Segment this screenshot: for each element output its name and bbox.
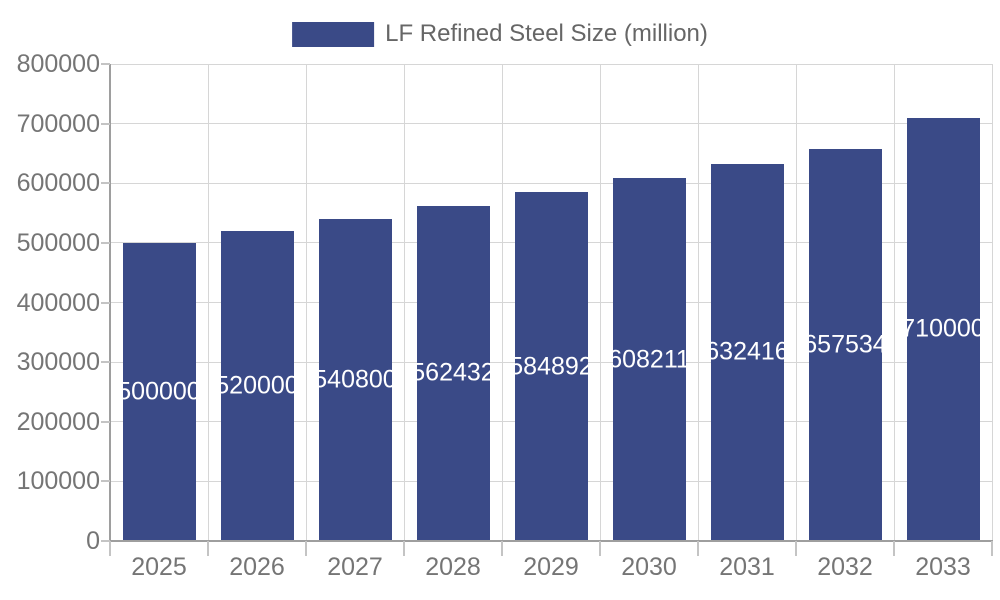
bar-value-label: 632416 — [710, 337, 784, 366]
legend-swatch — [292, 21, 375, 47]
y-axis-label: 400000 — [16, 288, 100, 317]
bar-2031: 632416 — [710, 163, 784, 541]
bar-2026: 520000 — [220, 230, 294, 541]
bar-value-label: 584892 — [514, 352, 588, 381]
y-axis-tick — [101, 63, 110, 65]
y-axis-label: 700000 — [16, 109, 100, 138]
x-axis-tick — [305, 541, 307, 556]
y-axis-label: 100000 — [16, 467, 100, 496]
bar-value-label: 500000 — [122, 377, 196, 406]
y-axis-label: 300000 — [16, 348, 100, 377]
bar-value-label: 657534 — [808, 330, 882, 359]
x-axis-label: 2028 — [425, 553, 481, 581]
x-axis-tick — [207, 541, 209, 556]
x-axis-label: 2029 — [523, 553, 579, 581]
v-gridline — [795, 64, 797, 541]
bar-value-label: 710000 — [906, 314, 980, 343]
x-axis-tick — [991, 541, 993, 556]
v-gridline — [697, 64, 699, 541]
x-axis-tick — [599, 541, 601, 556]
y-axis-tick — [101, 182, 110, 185]
x-axis-label: 2025 — [131, 553, 187, 581]
h-gridline — [110, 182, 992, 184]
x-axis-label: 2026 — [229, 553, 285, 581]
v-gridline — [991, 64, 993, 541]
bar-value-label: 608211 — [612, 345, 686, 374]
x-axis-tick — [403, 541, 405, 556]
x-axis-tick — [697, 541, 699, 556]
bar-value-label: 540800 — [318, 365, 392, 394]
x-axis-label: 2030 — [621, 553, 677, 581]
plot-area: 500000 520000 540800 562432 584892 608211 6324… — [110, 63, 993, 541]
v-gridline — [599, 64, 601, 541]
y-axis-tick — [101, 301, 110, 304]
v-gridline — [893, 64, 895, 541]
v-gridline — [207, 64, 209, 541]
y-axis-tick — [101, 361, 110, 364]
x-axis-tick — [795, 541, 797, 556]
y-axis-label: 0 — [86, 527, 100, 555]
y-axis-label: 500000 — [16, 228, 100, 257]
x-axis-line — [108, 540, 993, 542]
h-gridline — [110, 63, 992, 65]
x-axis-tick — [109, 541, 111, 556]
y-axis-label: 800000 — [16, 50, 100, 78]
y-axis-tick — [101, 540, 110, 542]
x-axis-label: 2027 — [327, 553, 383, 581]
bar-2028: 562432 — [416, 205, 490, 541]
bar-2029: 584892 — [514, 192, 588, 541]
y-axis-tick — [101, 480, 110, 483]
v-gridline — [305, 64, 307, 541]
v-gridline — [501, 64, 503, 541]
y-axis-label: 600000 — [16, 169, 100, 198]
bar-2033: 710000 — [906, 117, 980, 541]
x-axis-tick — [501, 541, 503, 556]
h-gridline — [110, 123, 992, 125]
bar-value-label: 520000 — [220, 371, 294, 400]
y-axis-tick — [101, 241, 110, 244]
bar-2027: 540800 — [318, 218, 392, 541]
legend-item[interactable]: LF Refined Steel Size (million) — [292, 21, 708, 47]
y-axis-tick — [101, 122, 110, 125]
x-axis-tick — [893, 541, 895, 556]
y-axis-label: 200000 — [16, 407, 100, 436]
x-axis-label: 2031 — [719, 553, 775, 581]
y-axis-line — [109, 64, 111, 541]
x-axis-label: 2032 — [817, 553, 873, 581]
legend-label: LF Refined Steel Size (million) — [385, 20, 708, 47]
bar-2032: 657534 — [808, 148, 882, 541]
x-axis-label: 2033 — [915, 553, 971, 581]
y-axis-tick — [101, 420, 110, 423]
v-gridline — [403, 64, 405, 541]
bar-2030: 608211 — [612, 178, 686, 541]
bar-value-label: 562432 — [416, 358, 490, 387]
bar-2025: 500000 — [122, 242, 196, 541]
